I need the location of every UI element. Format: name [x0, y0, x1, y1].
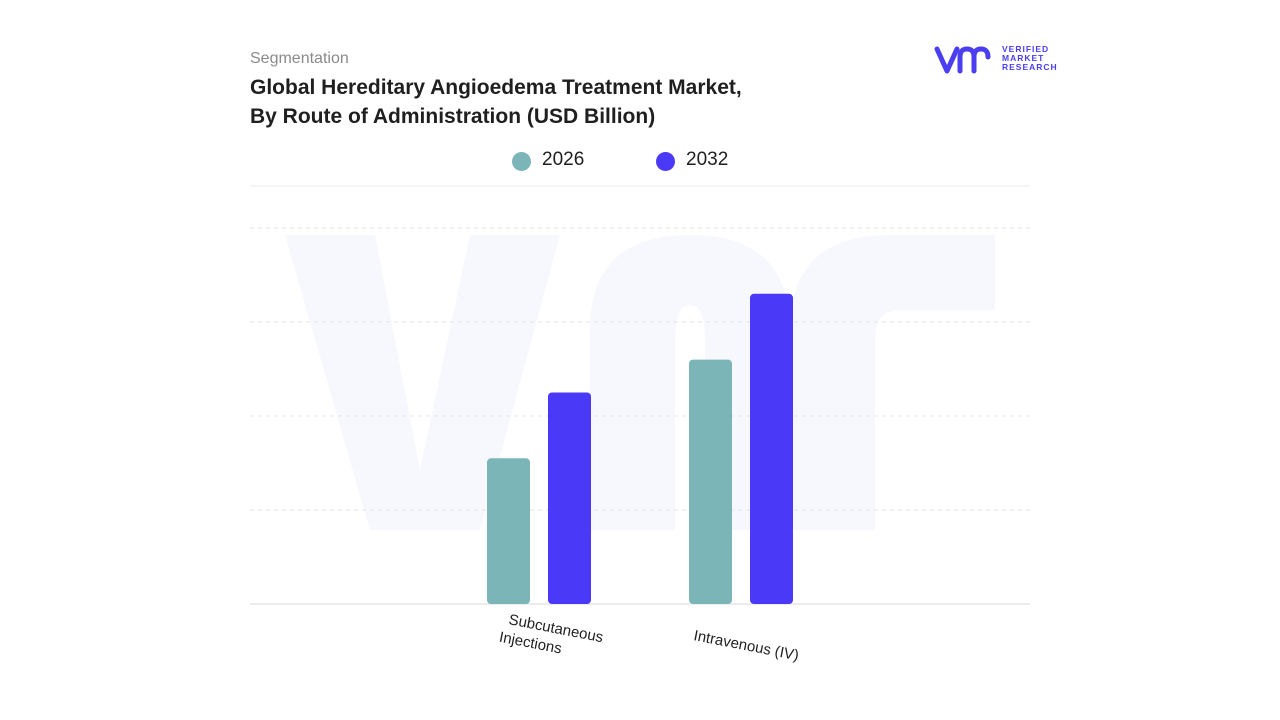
- chart-title-line-1: Global Hereditary Angioedema Treatment M…: [250, 76, 742, 99]
- vmr-logo: vmr VERIFIED MARKET RESEARCH: [934, 43, 1064, 77]
- logo-line-1: VERIFIED: [1002, 44, 1050, 54]
- x-tick-label-2-line-1: Intravenous (IV): [692, 627, 800, 664]
- legend-label-series-1: 2026: [542, 149, 585, 170]
- chart-subtitle: Segmentation: [250, 50, 349, 67]
- watermark-logo: [285, 235, 995, 530]
- legend-dot-series-1: [512, 152, 531, 171]
- chart-title: Global Hereditary Angioedema Treatment M…: [250, 73, 810, 131]
- legend-label-series-2: 2032: [686, 149, 729, 170]
- x-tick-label-1: SubcutaneousInjections: [498, 610, 605, 665]
- bar-2-series-2: [750, 293, 793, 604]
- logo-line-3: RESEARCH: [1002, 62, 1058, 72]
- logo-line-2: MARKET: [1002, 53, 1045, 63]
- bar-1-series-2: [548, 392, 591, 604]
- x-tick-label-2: Intravenous (IV): [692, 627, 800, 664]
- bar-1-series-1: [487, 458, 530, 604]
- vmr-logo-text: VERIFIED MARKET RESEARCH: [1002, 45, 1058, 72]
- bar-2-series-1: [689, 359, 732, 604]
- chart-title-line-2: By Route of Administration (USD Billion): [250, 105, 656, 128]
- legend-dot-series-2: [656, 152, 675, 171]
- vmr-logo-mark: vmr: [934, 46, 991, 74]
